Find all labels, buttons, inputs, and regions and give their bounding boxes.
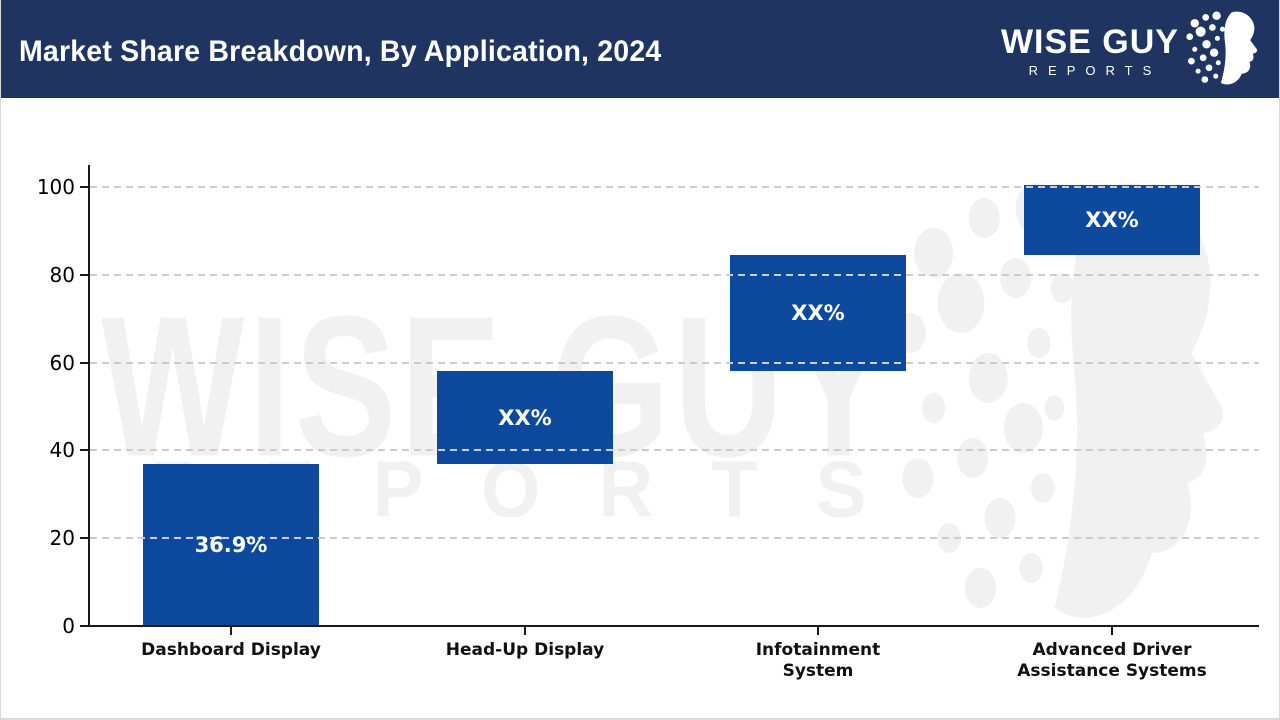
logo-wordmark: WISE GUY [1000, 22, 1179, 61]
y-gridline [90, 273, 1259, 276]
x-category-label: Infotainment System [755, 640, 881, 681]
x-category-label: Dashboard Display [141, 640, 321, 660]
bar-value-label: XX% [791, 301, 845, 326]
y-tick-mark [80, 361, 88, 364]
y-tick-label: 80 [49, 262, 75, 287]
bar-segment [143, 464, 319, 626]
bar-value-label: 36.9% [194, 532, 268, 557]
bar-value-label: XX% [1085, 207, 1139, 232]
y-tick-label: 40 [49, 438, 75, 463]
x-tick-mark [1111, 627, 1113, 635]
y-gridline [90, 186, 1259, 188]
y-tick-label: 0 [62, 614, 75, 638]
y-axis-line [88, 165, 90, 626]
x-category-label: Advanced Driver Assistance Systems [1017, 640, 1207, 681]
y-tick-mark [80, 449, 88, 452]
brand-logo: WISE GUY REPORTS [1001, 4, 1267, 94]
x-axis-line [88, 625, 1259, 627]
y-tick-mark [80, 537, 88, 540]
x-category-label: Head-Up Display [445, 640, 605, 660]
y-gridline [90, 449, 1259, 452]
y-tick-label: 20 [49, 526, 75, 551]
bar-segment [437, 371, 613, 464]
header-banner: Market Share Breakdown, By Application, … [1, 0, 1279, 98]
y-tick-mark [80, 625, 88, 627]
y-gridline [90, 361, 1259, 364]
y-tick-label: 60 [49, 350, 75, 375]
x-tick-mark [524, 627, 526, 635]
logo-subtext: REPORTS [1028, 62, 1162, 78]
x-tick-mark [817, 627, 819, 635]
y-tick-mark [80, 186, 88, 188]
y-tick-label: 100 [36, 175, 75, 199]
logo-head-profile-icon [1186, 11, 1258, 85]
page-title: Market Share Breakdown, By Application, … [19, 35, 662, 68]
x-tick-mark [230, 627, 232, 635]
y-tick-mark [80, 273, 88, 276]
bar-value-label: XX% [498, 405, 552, 430]
y-gridline [90, 537, 1259, 540]
bar-segment [1024, 184, 1200, 256]
